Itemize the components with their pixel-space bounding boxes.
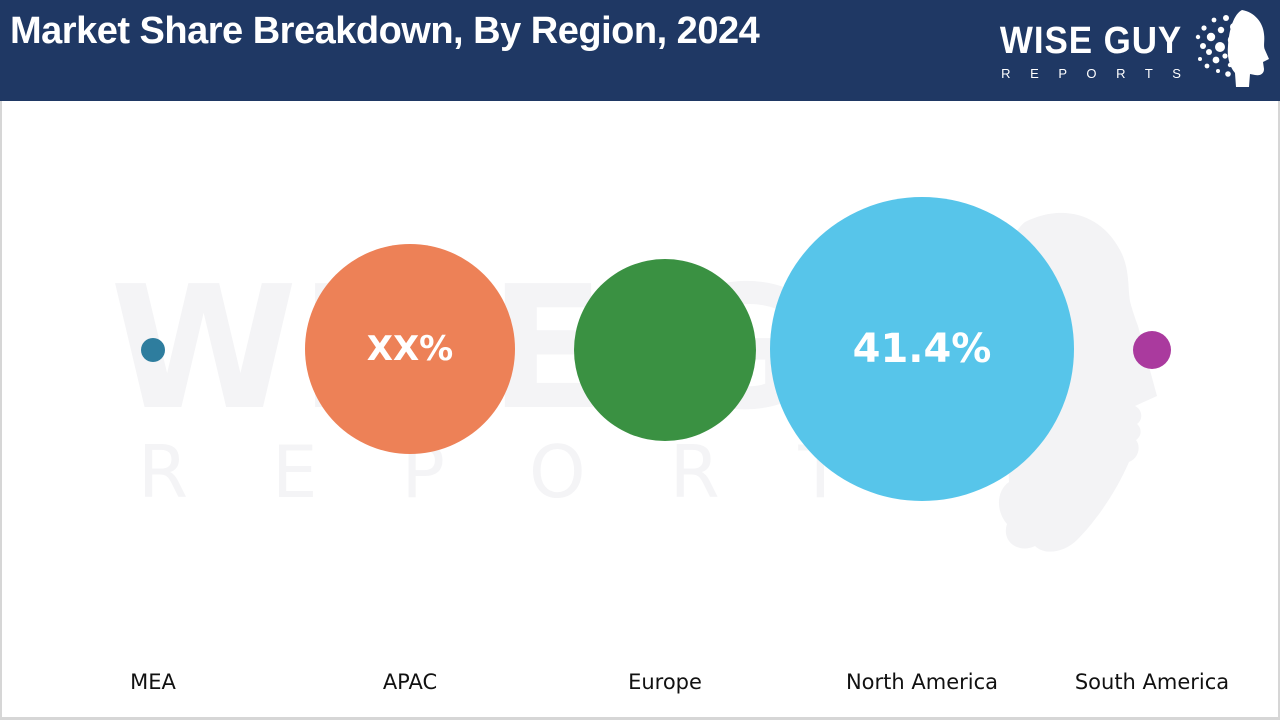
logo-wordmark: WISE GUY xyxy=(999,20,1183,62)
category-label-mea: MEA xyxy=(130,670,176,694)
bubble-apac: XX% xyxy=(305,244,515,454)
bubble-europe xyxy=(574,259,756,441)
category-label-apac: APAC xyxy=(382,670,438,694)
category-label-south-america: South America xyxy=(1074,670,1230,694)
bubble-mea xyxy=(141,338,165,362)
category-label-europe: Europe xyxy=(628,670,702,694)
wiseguy-logo: WISE GUY R E P O R T S xyxy=(1000,4,1270,98)
logo-head-icon xyxy=(1195,10,1269,87)
page-title: Market Share Breakdown, By Region, 2024 xyxy=(10,10,760,52)
category-label-north-america: North America xyxy=(845,670,999,694)
bubble-north-america-value: 41.4% xyxy=(852,326,992,372)
bubble-south-america xyxy=(1133,331,1171,369)
header-bar: Market Share Breakdown, By Region, 2024 … xyxy=(0,0,1280,101)
bubble-apac-value: XX% xyxy=(366,329,454,369)
logo-subtitle: R E P O R T S xyxy=(1001,66,1189,81)
logo-text: WISE GUY R E P O R T S xyxy=(992,20,1190,81)
bubble-north-america: 41.4% xyxy=(770,197,1074,501)
